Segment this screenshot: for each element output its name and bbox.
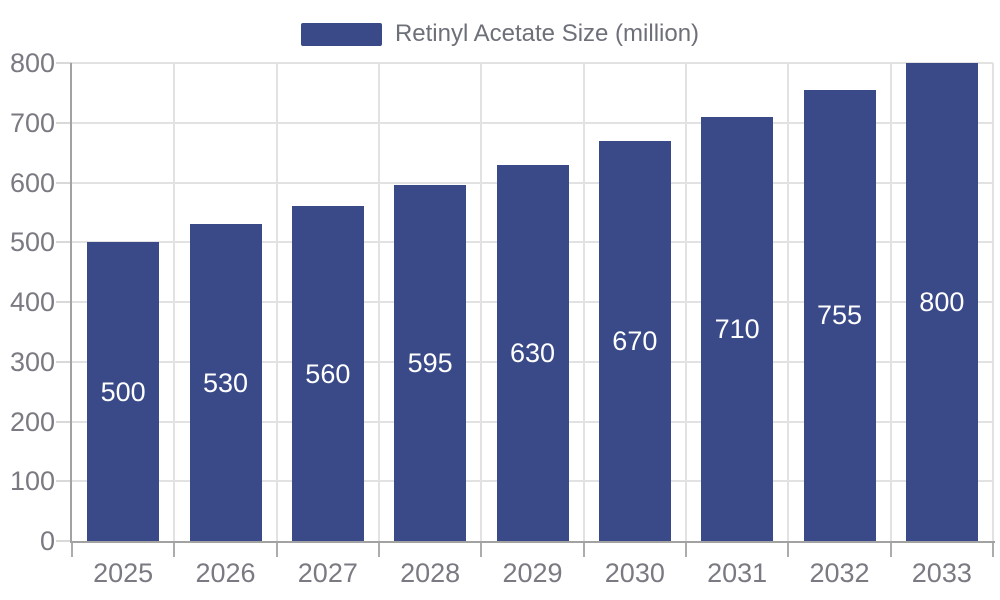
x-tick [889, 543, 892, 557]
bar-value-label: 800 [919, 287, 965, 317]
legend-label: Retinyl Acetate Size (million) [394, 20, 700, 47]
x-tick [173, 543, 176, 557]
bar[interactable] [291, 206, 364, 541]
y-tick-label: 800 [9, 48, 55, 78]
v-grid-line [992, 63, 994, 541]
x-tick [787, 543, 790, 557]
y-tick-label: 200 [9, 406, 55, 437]
bar[interactable] [803, 89, 876, 541]
y-tick-label: 700 [9, 107, 55, 138]
v-grid-line [889, 63, 892, 541]
x-tick-label: 2025 [93, 558, 154, 588]
bar[interactable] [87, 242, 160, 541]
y-tick-label: 100 [9, 466, 55, 497]
y-tick-label: 300 [9, 346, 55, 377]
v-grid-line [582, 63, 585, 541]
legend[interactable]: Retinyl Acetate Size (million) [0, 20, 1000, 48]
x-axis-line [70, 541, 995, 543]
bar[interactable] [701, 116, 774, 541]
bar[interactable] [394, 185, 467, 541]
y-tick [56, 121, 72, 124]
x-tick-label: 2029 [502, 558, 563, 588]
x-tick-label: 2033 [911, 558, 972, 588]
x-tick [582, 543, 585, 557]
x-tick-label: 2027 [297, 558, 358, 588]
x-tick-label: 2026 [195, 558, 256, 588]
y-tick [56, 62, 72, 64]
y-grid-line [72, 62, 993, 64]
x-tick-label: 2031 [707, 558, 768, 588]
x-tick [275, 543, 278, 557]
bar-value-label: 500 [100, 376, 146, 407]
y-grid-line [72, 121, 993, 124]
bar-value-label: 560 [305, 358, 351, 389]
y-tick-label: 0 [39, 526, 55, 556]
y-tick [56, 241, 72, 244]
bar[interactable] [189, 224, 262, 541]
bar-value-label: 710 [714, 313, 760, 344]
y-tick [56, 360, 72, 363]
y-tick-label: 400 [9, 287, 55, 317]
bar-value-label: 530 [202, 367, 249, 398]
v-grid-line [275, 63, 278, 541]
bar-value-label: 755 [816, 300, 863, 331]
v-grid-line [685, 63, 687, 541]
v-grid-line [480, 63, 483, 541]
x-tick [378, 543, 380, 557]
y-axis-line [70, 63, 72, 541]
x-tick [71, 543, 73, 557]
bar[interactable] [905, 63, 978, 541]
v-grid-line [787, 63, 790, 541]
y-tick [56, 181, 72, 184]
x-tick-label: 2028 [400, 558, 461, 588]
y-tick [56, 420, 72, 423]
y-tick [56, 480, 72, 483]
v-grid-line [378, 63, 380, 541]
bar[interactable] [496, 164, 569, 541]
bar-value-label: 670 [612, 325, 658, 356]
x-tick [992, 543, 994, 557]
x-tick [480, 543, 483, 557]
bar-value-label: 630 [509, 337, 556, 368]
x-tick-label: 2032 [809, 558, 870, 588]
y-tick [56, 540, 72, 542]
x-tick [685, 543, 687, 557]
y-tick-label: 600 [9, 167, 55, 198]
y-tick [56, 301, 72, 303]
bar-value-label: 595 [407, 348, 453, 379]
bar[interactable] [598, 140, 671, 541]
y-tick-label: 500 [9, 227, 55, 258]
v-grid-line [173, 63, 176, 541]
x-tick-label: 2030 [604, 558, 665, 588]
legend-swatch [300, 22, 382, 46]
